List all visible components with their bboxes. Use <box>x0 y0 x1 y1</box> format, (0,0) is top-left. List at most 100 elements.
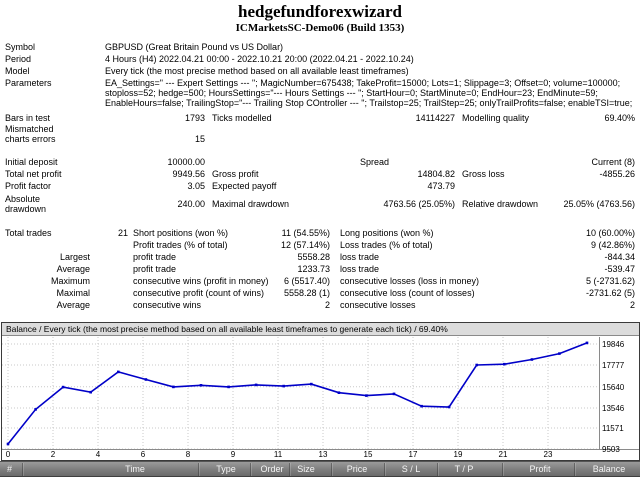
column-profit: Profit <box>529 464 551 474</box>
maxdd-value: 4763.56 (25.05%) <box>383 199 455 209</box>
row-average-trade: Average profit trade 1233.73 loss trade … <box>0 264 640 275</box>
report-subtitle: ICMarketsSC-Demo06 (Build 1353) <box>235 22 405 34</box>
y-axis-divider <box>599 337 600 449</box>
balance-point-marker <box>6 442 10 446</box>
row-maximal-consecutive: Maximal consecutive profit (count of win… <box>0 288 640 299</box>
consprofit-label: consecutive profit (count of wins) <box>133 288 265 298</box>
column-price: Price <box>346 464 368 474</box>
payoff-value: 473.79 <box>427 181 455 191</box>
column-divider <box>250 463 251 476</box>
row-mismatched-errors: Mismatched charts errors 15 <box>0 124 640 146</box>
symbol-value: GBPUSD (Great Britain Pound vs US Dollar… <box>105 42 284 52</box>
consprofit-value: 5558.28 (1) <box>283 288 330 298</box>
row-symbol: Symbol GBPUSD (Great Britain Pound vs US… <box>0 42 640 53</box>
column-number: # <box>7 464 13 474</box>
x-axis-label: 19 <box>453 450 463 459</box>
balance-point-marker <box>337 391 341 394</box>
balance-point-marker <box>34 408 37 411</box>
average-label: Average <box>56 264 90 274</box>
maxconsloss-value: 5 (-2731.62) <box>585 276 635 286</box>
maximal-label: Maximal <box>56 288 90 298</box>
grossloss-value: -4855.26 <box>599 169 635 179</box>
period-label: Period <box>5 54 32 64</box>
period-value: 4 Hours (H4) 2022.04.21 00:00 - 2022.10.… <box>105 54 414 64</box>
spread-label: Spread <box>360 157 390 167</box>
y-axis-label: 17777 <box>602 361 625 370</box>
average-profit-value: 1233.73 <box>297 264 330 274</box>
column-divider <box>22 463 23 476</box>
x-axis-label: 4 <box>95 450 101 459</box>
ticks-label: Ticks modelled <box>212 113 272 123</box>
column-sl: S / L <box>401 464 421 474</box>
pf-label: Profit factor <box>5 181 52 191</box>
balance-point-marker <box>89 390 92 394</box>
balance-point-marker <box>254 383 258 387</box>
grossprofit-label: Gross profit <box>212 169 259 179</box>
consloss-value: -2731.62 (5) <box>585 288 635 298</box>
largest-loss-value: -844.34 <box>604 252 635 262</box>
balance-point-marker <box>392 392 396 396</box>
netprofit-label: Total net profit <box>5 169 62 179</box>
balance-point-marker <box>117 370 120 374</box>
payoff-label: Expected payoff <box>212 181 277 191</box>
balance-point-marker <box>585 341 589 345</box>
x-axis-label: 8 <box>185 450 191 459</box>
balance-point-marker <box>199 384 203 387</box>
average-loss-value: -539.47 <box>604 264 635 274</box>
maxconswins-label: consecutive wins (profit in money) <box>133 276 269 286</box>
maxdd-label: Maximal drawdown <box>212 199 290 209</box>
column-type: Type <box>216 464 236 474</box>
parameters-value: EA_Settings=" --- Expert Settings --- ";… <box>105 78 633 108</box>
row-profit-trades: Profit trades (% of total) 12 (57.14%) L… <box>0 240 640 251</box>
x-axis-label: 21 <box>498 450 508 459</box>
deposit-value: 10000.00 <box>167 157 205 167</box>
x-axis-labels: 0 2 4 6 8 9 11 13 15 17 19 21 23 <box>2 450 599 460</box>
bars-value: 1793 <box>184 113 205 123</box>
report-title: hedgefundforexwizard <box>237 2 402 21</box>
quality-value: 69.40% <box>604 113 635 123</box>
row-total-trades: Total trades 21 Short positions (won %) … <box>0 228 640 239</box>
column-divider <box>437 463 438 476</box>
profittrades-label: Profit trades (% of total) <box>133 240 228 250</box>
balance-point-marker <box>310 382 313 386</box>
x-axis-label: 17 <box>408 450 418 459</box>
column-order: Order <box>260 464 284 474</box>
short-label: Short positions (won %) <box>133 228 229 238</box>
y-axis-labels: 19846 17777 15640 13546 11571 9503 <box>600 337 638 454</box>
grossloss-label: Gross loss <box>462 169 505 179</box>
reldd-label: Relative drawdown <box>462 199 539 209</box>
x-axis-label: 11 <box>273 450 283 459</box>
column-divider <box>384 463 385 476</box>
maximum-label: Maximum <box>50 276 90 286</box>
chart-title: Balance / Every tick (the most precise m… <box>2 323 639 336</box>
x-axis-label: 9 <box>230 450 236 459</box>
ticks-value: 14114227 <box>415 113 455 123</box>
trades-label: Total trades <box>5 228 52 238</box>
trades-table-header: # Time Type Order Size Price S / L T / P… <box>0 461 640 477</box>
row-profit-factor: Profit factor 3.05 Expected payoff 473.7… <box>0 181 640 192</box>
y-axis-label: 11571 <box>602 424 624 433</box>
column-divider <box>198 463 199 476</box>
avgconsloss-label: consecutive losses <box>340 300 416 310</box>
y-axis-label: 13546 <box>602 403 625 413</box>
x-axis-label: 2 <box>50 450 56 459</box>
long-label: Long positions (won %) <box>340 228 434 238</box>
balance-point-marker <box>61 385 65 389</box>
consloss-label: consecutive loss (count of losses) <box>340 288 475 298</box>
row-drawdown: Absolute drawdown 240.00 Maximal drawdow… <box>0 194 640 216</box>
balance-point-marker <box>447 405 451 409</box>
balance-point-marker <box>282 384 285 388</box>
average-loss-label: loss trade <box>340 264 380 274</box>
row-initial-deposit: Initial deposit 10000.00 Spread Current … <box>0 157 640 168</box>
losstrades-value: 9 (42.86%) <box>590 240 635 250</box>
deposit-label: Initial deposit <box>5 157 58 167</box>
chart-plot-area <box>2 337 599 450</box>
balance-chart: Balance / Every tick (the most precise m… <box>1 322 640 461</box>
balance-point-marker <box>475 363 478 367</box>
largest-profit-label: profit trade <box>133 252 177 262</box>
row-parameters: Parameters EA_Settings=" --- Expert Sett… <box>0 78 640 110</box>
column-balance: Balance <box>592 464 626 474</box>
column-divider <box>574 463 575 476</box>
x-axis-label: 6 <box>140 450 146 459</box>
